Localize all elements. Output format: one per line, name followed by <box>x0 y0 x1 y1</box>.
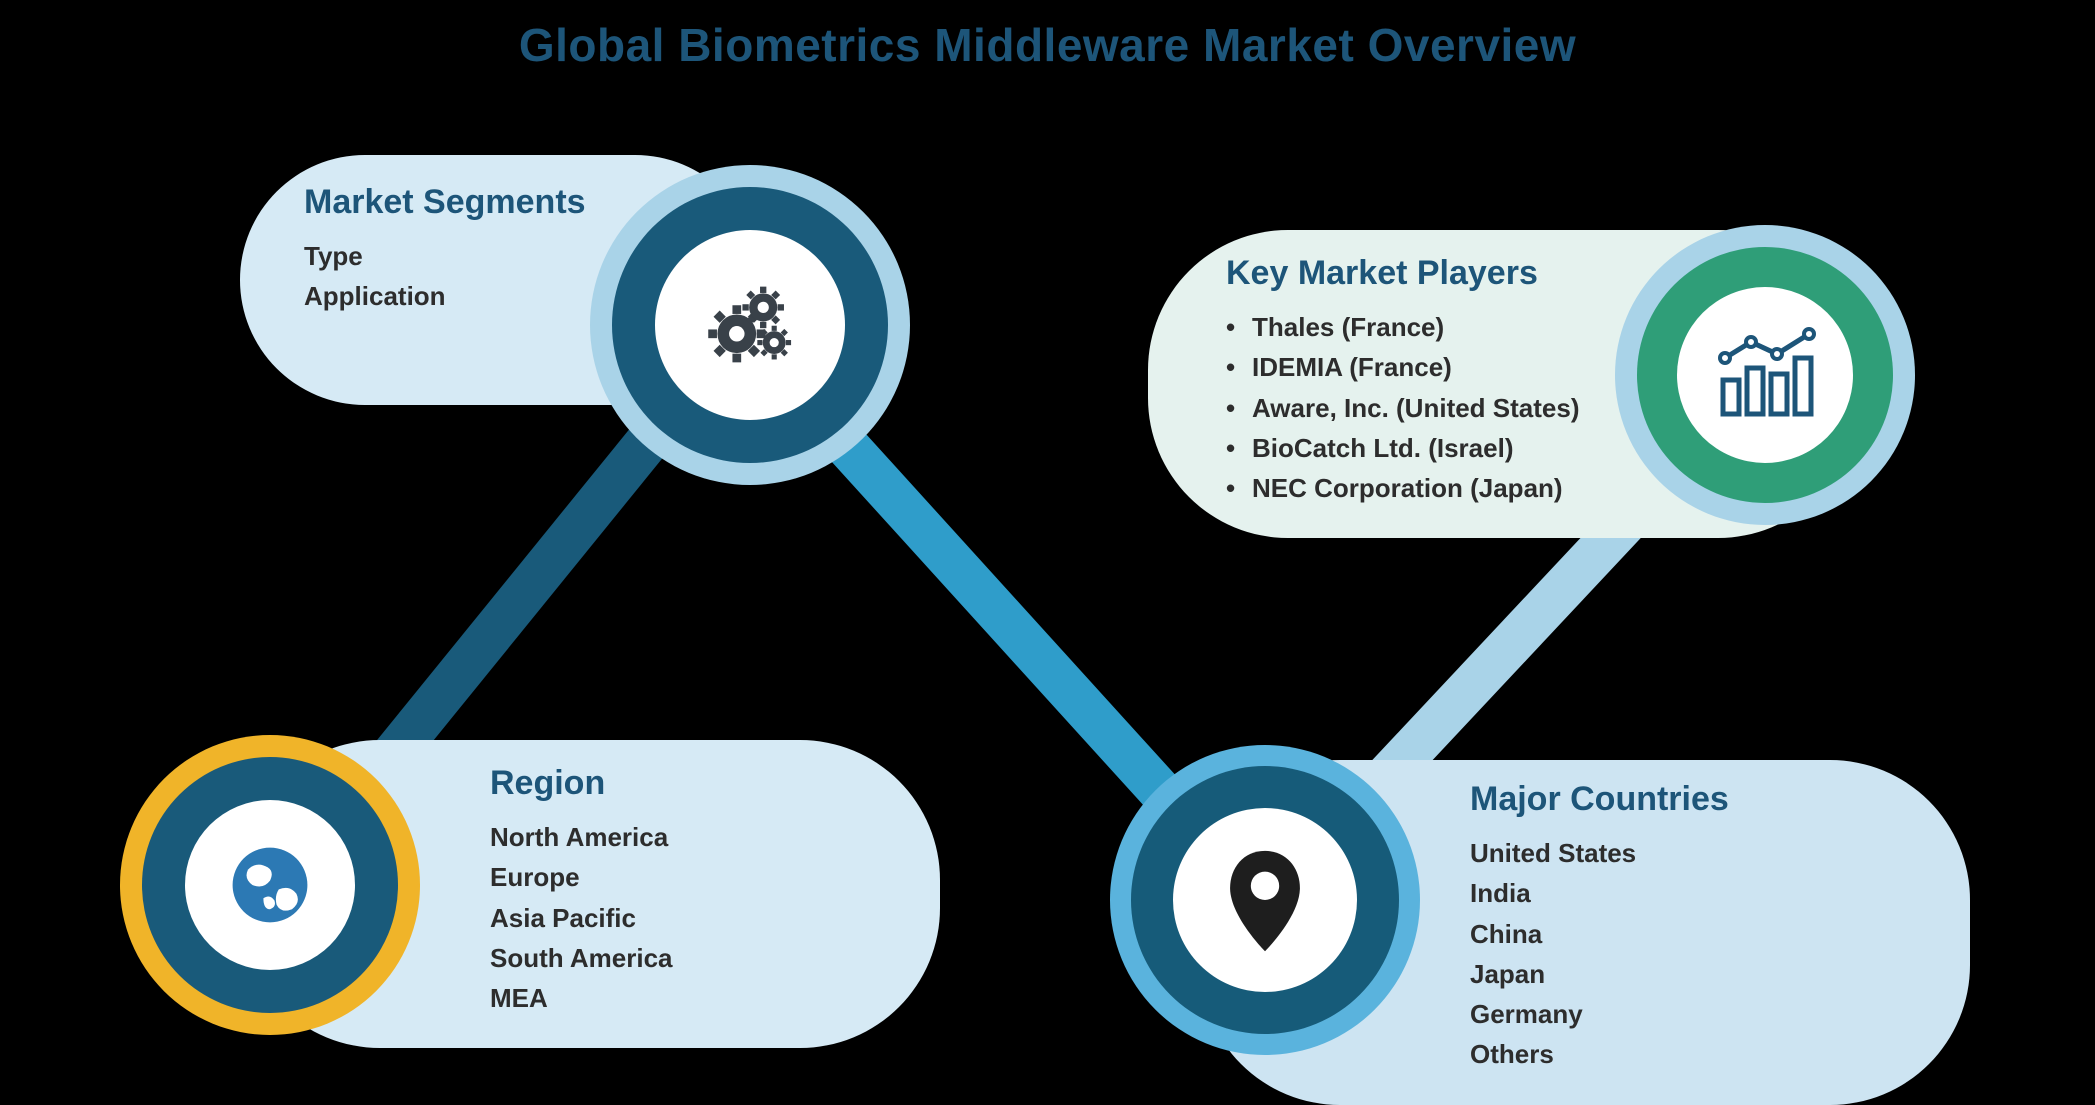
list-item: Others <box>1470 1034 1910 1074</box>
list-item: United States <box>1470 833 1910 873</box>
globe-icon <box>215 830 325 940</box>
list-item: South America <box>490 938 880 978</box>
node-region <box>120 735 420 1035</box>
gears-icon <box>695 270 805 380</box>
list-item: Asia Pacific <box>490 898 880 938</box>
list-item: China <box>1470 914 1910 954</box>
list-item: Germany <box>1470 994 1910 1034</box>
list-item: Japan <box>1470 954 1910 994</box>
node-countries <box>1110 745 1420 1055</box>
list-item: Europe <box>490 857 880 897</box>
pin-icon <box>1210 840 1320 960</box>
node-players <box>1615 225 1915 525</box>
chart-icon <box>1705 320 1825 430</box>
list-item: MEA <box>490 978 880 1018</box>
page-title: Global Biometrics Middleware Market Over… <box>0 18 2095 72</box>
list-item: India <box>1470 873 1910 913</box>
node-segments <box>590 165 910 485</box>
panel-heading: Region <box>490 764 880 803</box>
list-item: North America <box>490 817 880 857</box>
panel-heading: Major Countries <box>1470 780 1910 819</box>
